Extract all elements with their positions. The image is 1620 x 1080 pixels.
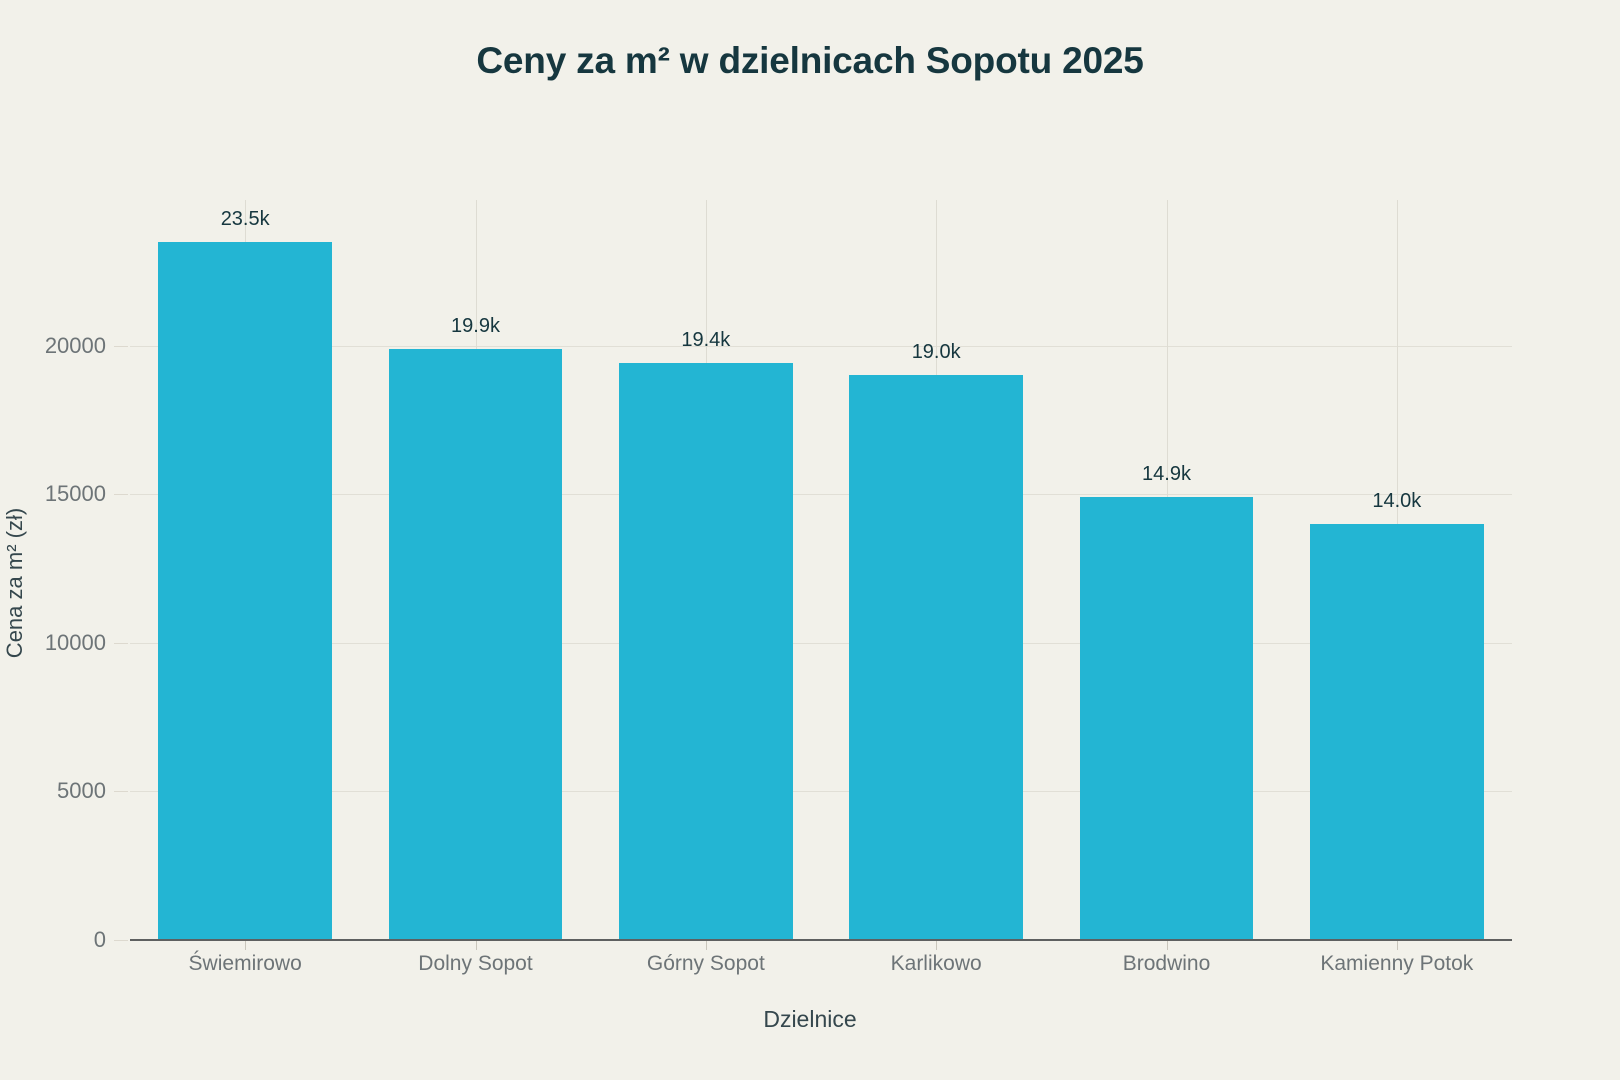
y-gridline — [130, 494, 1512, 496]
x-axis-tick-mark — [245, 941, 246, 950]
y-axis-tick-mark — [114, 345, 128, 347]
bar-value-label: 19.9k — [451, 314, 500, 337]
x-axis-tick-mark — [1397, 941, 1398, 950]
x-axis-tick-label: Karlikowo — [890, 952, 982, 975]
bar-value-label: 19.0k — [911, 341, 961, 364]
y-axis-title: Cena za m² (zł) — [2, 507, 27, 659]
chart-title: Ceny za m² w dzielnicach Sopotu 2025 — [476, 40, 1144, 81]
y-axis-tick-group: 0 5000 10000 15000 20000 — [0, 0, 128, 1080]
y-axis-tick-mark — [114, 940, 128, 941]
x-axis-tick-label: Brodwino — [1122, 952, 1211, 975]
x-axis-line — [130, 939, 1512, 941]
x-axis-tick-mark — [706, 941, 707, 950]
y-gridline — [130, 642, 1512, 644]
y-axis-tick-mark — [114, 642, 128, 644]
y-axis-tick-label: 0 — [93, 927, 106, 952]
y-axis-tick-mark — [114, 494, 128, 496]
y-axis-tick-mark — [114, 791, 128, 793]
y-gridline — [130, 791, 1512, 793]
bar[interactable] — [158, 241, 333, 940]
bar-value-label: 14.0k — [1372, 489, 1422, 512]
bar[interactable] — [1309, 523, 1484, 940]
bar-value-label: 14.9k — [1142, 463, 1191, 486]
x-axis-tick-mark — [1167, 941, 1168, 950]
bar[interactable] — [1079, 497, 1254, 940]
y-axis-tick-label: 5000 — [57, 778, 106, 804]
x-axis-tick-label: Świemirowo — [188, 952, 302, 975]
plot-area — [130, 200, 1512, 940]
x-axis-tick-mark — [476, 941, 477, 950]
x-axis-tick-label: Górny Sopot — [646, 952, 765, 975]
x-axis-tick-mark — [936, 941, 937, 950]
bar-value-label: 19.4k — [681, 329, 731, 352]
y-gridline — [130, 345, 1512, 347]
y-axis-tick-label: 10000 — [44, 629, 106, 655]
x-axis-title: Dzielnice — [763, 1006, 857, 1032]
x-axis-tick-label: Dolny Sopot — [418, 952, 533, 975]
bar[interactable] — [849, 375, 1024, 940]
x-axis-tick-label: Kamienny Potok — [1320, 952, 1474, 975]
bar[interactable] — [618, 363, 793, 940]
y-axis-tick-label: 15000 — [44, 481, 106, 507]
bar-value-label: 23.5k — [220, 207, 270, 230]
bar[interactable] — [388, 348, 563, 940]
y-axis-tick-label: 20000 — [44, 332, 106, 358]
